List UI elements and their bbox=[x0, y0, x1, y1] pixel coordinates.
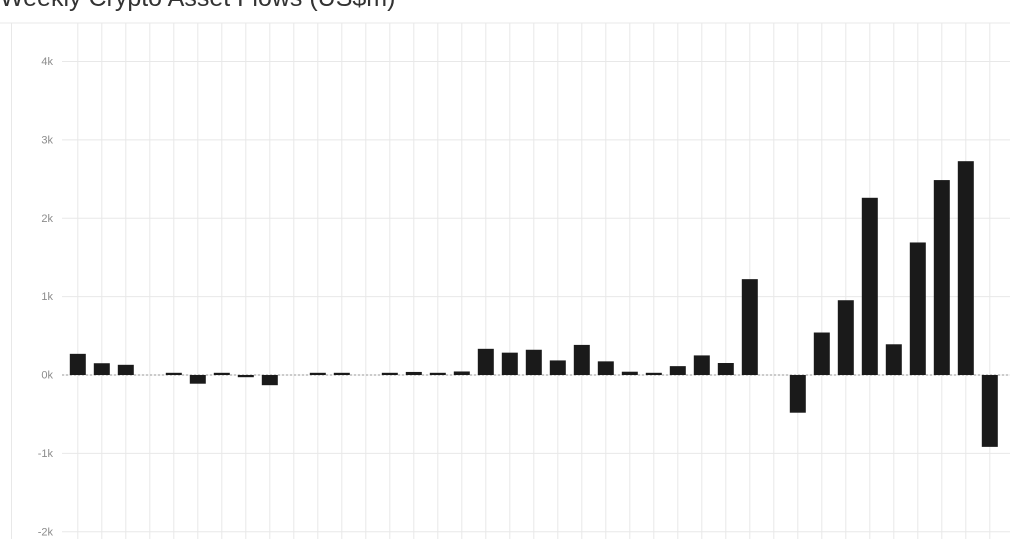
svg-text:1k: 1k bbox=[41, 291, 53, 303]
svg-text:-2k: -2k bbox=[38, 526, 54, 538]
svg-text:4k: 4k bbox=[41, 56, 53, 68]
svg-text:-1k: -1k bbox=[38, 448, 54, 460]
svg-text:2k: 2k bbox=[41, 213, 53, 225]
svg-text:0k: 0k bbox=[41, 370, 53, 382]
svg-text:3k: 3k bbox=[41, 134, 53, 146]
